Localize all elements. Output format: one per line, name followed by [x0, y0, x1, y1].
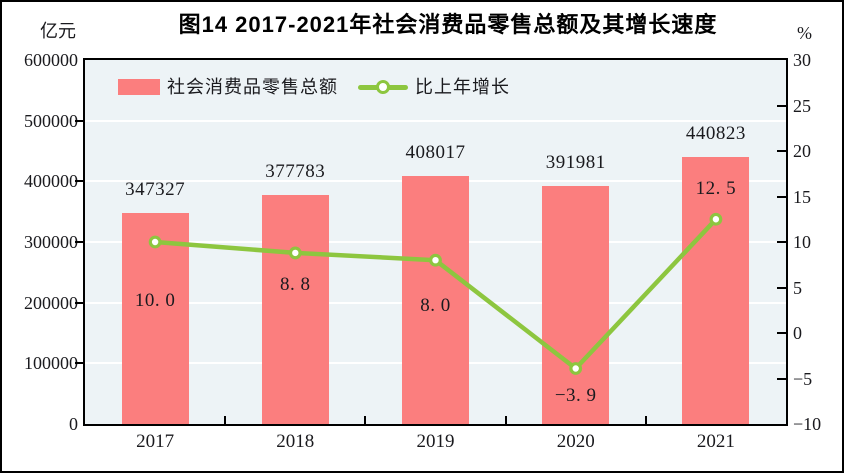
left-axis-tick [75, 362, 83, 365]
plot-area: 社会消费品零售总额 比上年增长 347327 377783 408017 391981… [83, 58, 788, 426]
growth-value-label: 8. 0 [420, 295, 451, 317]
bar-2017 [121, 213, 189, 424]
growth-line-layer [148, 212, 723, 375]
right-axis-tick-label: 15 [793, 186, 811, 207]
left-axis-tick-label: 400000 [24, 171, 78, 192]
right-axis-unit-label: % [797, 23, 812, 43]
left-axis-unit-label: 亿元 [40, 21, 76, 41]
left-axis-tick [75, 180, 83, 183]
legend-bar-label: 社会消费品零售总额 [167, 77, 338, 97]
line-marker-2020 [569, 362, 583, 375]
bar-value-label: 391981 [545, 152, 606, 174]
x-axis-tick [224, 416, 227, 424]
right-axis-tick-label: 20 [793, 141, 811, 161]
x-axis-tick [364, 416, 367, 424]
left-axis-tick [75, 301, 83, 304]
left-axis-tick-label: 500000 [24, 110, 78, 131]
legend-line-label: 比上年增长 [415, 77, 510, 97]
bar-2021 [682, 156, 750, 424]
x-axis-label-2019: 2019 [416, 431, 455, 452]
legend-bar-swatch [118, 79, 160, 95]
bar-value-label: 347327 [125, 179, 186, 201]
bar-2018 [261, 194, 329, 424]
x-axis-tick [644, 416, 647, 424]
bar-2020 [542, 186, 610, 424]
left-axis-tick-label: 300000 [24, 232, 78, 252]
bar-2019 [402, 176, 469, 424]
left-axis-tick-label: 100000 [24, 353, 78, 374]
right-axis-tick-label: −10 [793, 414, 822, 434]
right-axis-tick-label: 10 [793, 232, 811, 252]
left-axis-tick-label: 600000 [24, 50, 78, 70]
legend: 社会消费品零售总额 比上年增长 [118, 76, 510, 98]
right-axis-tick [777, 241, 786, 243]
right-axis-tick-label: 5 [793, 277, 802, 298]
right-axis-tick [777, 104, 786, 107]
line-marker-2017 [148, 235, 162, 249]
bar-value-label: 377783 [265, 160, 326, 182]
right-axis-tick-label: 25 [793, 95, 811, 116]
right-axis-tick-label: 30 [793, 50, 811, 70]
left-axis-tick [75, 119, 83, 122]
x-axis-label-2018: 2018 [276, 431, 315, 452]
gridline [85, 119, 786, 122]
figure-title: 图14 2017-2021年社会消费品零售总额及其增长速度 [178, 12, 718, 37]
growth-value-label: −3. 9 [554, 385, 597, 407]
growth-value-label: 10. 0 [134, 290, 176, 311]
right-axis-tick [777, 150, 786, 152]
bar-value-label: 440823 [685, 122, 746, 144]
legend-line-swatch [358, 80, 408, 94]
right-axis-tick [777, 332, 786, 334]
right-axis-tick-label: −5 [793, 368, 813, 389]
x-axis-label-2017: 2017 [136, 431, 175, 452]
line-marker-2019 [429, 253, 442, 267]
growth-value-label: 8. 8 [280, 273, 311, 295]
right-axis-tick [777, 286, 786, 289]
x-axis-label-2021: 2021 [696, 431, 735, 452]
line-marker-2018 [288, 246, 302, 260]
growth-line-path [152, 217, 719, 371]
right-axis-tick-label: 0 [793, 323, 802, 343]
x-axis-tick [504, 416, 507, 424]
legend-line-marker-icon [376, 80, 390, 94]
bar-value-label: 408017 [405, 142, 466, 164]
growth-value-label: 12. 5 [695, 178, 737, 200]
left-axis-tick-label: 0 [69, 414, 78, 434]
left-axis-tick [75, 241, 83, 243]
right-axis-tick [777, 377, 786, 380]
left-axis-tick-label: 200000 [24, 292, 78, 313]
x-axis-label-2020: 2020 [556, 431, 595, 452]
right-axis-tick [777, 195, 786, 198]
line-marker-2021 [709, 212, 723, 226]
